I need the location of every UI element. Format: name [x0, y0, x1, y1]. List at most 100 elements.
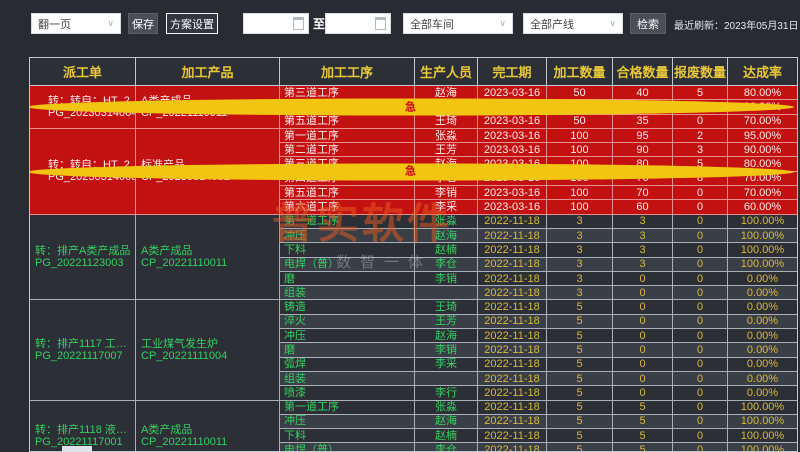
process-cell[interactable]: 第一道工序 — [280, 128, 415, 144]
scrap-cell[interactable]: 0 — [673, 228, 728, 244]
process-cell[interactable]: 弧焊 — [280, 357, 415, 372]
rate-cell[interactable]: 0.00% — [728, 371, 797, 387]
date-cell[interactable]: 2023-03-16 — [478, 114, 547, 129]
person-cell[interactable]: 李采 — [415, 357, 478, 372]
qty-cell[interactable]: 5 — [547, 300, 613, 315]
rate-cell[interactable]: 100.00% — [728, 401, 797, 415]
person-cell[interactable]: 李仓 — [415, 443, 478, 451]
save-button[interactable]: 保存 — [128, 13, 158, 34]
person-cell[interactable]: 张淼 — [415, 128, 478, 144]
qty-cell[interactable]: 5 — [547, 443, 613, 451]
date-cell[interactable]: 2022-11-18 — [478, 243, 547, 258]
date-cell[interactable]: 2022-11-18 — [478, 228, 547, 244]
work-order-cell[interactable]: 急转：转自：HT_2… PG_20230314003 — [30, 128, 794, 215]
scrap-cell[interactable]: 0 — [673, 286, 728, 301]
rate-cell[interactable]: 90.00% — [728, 143, 797, 158]
scrap-cell[interactable]: 5 — [673, 86, 728, 101]
date-cell[interactable]: 2022-11-18 — [478, 214, 547, 229]
date-cell[interactable]: 2023-03-16 — [478, 143, 547, 158]
date-cell[interactable]: 2022-11-18 — [478, 429, 547, 444]
qty-cell[interactable]: 100 — [547, 128, 613, 144]
date-cell[interactable]: 2022-11-18 — [478, 300, 547, 315]
rate-cell[interactable]: 100.00% — [728, 243, 797, 258]
scrap-cell[interactable]: 0 — [673, 186, 728, 201]
person-cell[interactable] — [415, 371, 478, 387]
process-cell[interactable]: 第六道工序 — [280, 200, 415, 215]
person-cell[interactable]: 王芳 — [415, 314, 478, 330]
person-cell[interactable]: 赵海 — [415, 414, 478, 430]
qty-cell[interactable]: 3 — [547, 243, 613, 258]
rate-cell[interactable]: 100.00% — [728, 443, 797, 451]
search-button[interactable]: 检索 — [630, 13, 666, 34]
rate-cell[interactable]: 100.00% — [728, 228, 797, 244]
rate-cell[interactable]: 0.00% — [728, 272, 797, 287]
process-cell[interactable]: 第五道工序 — [280, 114, 415, 129]
process-cell[interactable]: 冲压 — [280, 414, 415, 430]
scrap-cell[interactable]: 2 — [673, 128, 728, 144]
product-cell[interactable]: 工业煤气发生炉 CP_20221111004 — [136, 300, 280, 401]
scrap-cell[interactable]: 0 — [673, 200, 728, 215]
date-cell[interactable]: 2022-11-18 — [478, 371, 547, 387]
qty-cell[interactable]: 100 — [547, 200, 613, 215]
qualified-cell[interactable]: 0 — [613, 300, 673, 315]
scrap-cell[interactable]: 0 — [673, 114, 728, 129]
qualified-cell[interactable]: 5 — [613, 429, 673, 444]
page-mode-select[interactable]: 翻一页 ∨ — [31, 13, 121, 34]
process-cell[interactable]: 第一道工序 — [280, 214, 415, 229]
date-cell[interactable]: 2022-11-18 — [478, 443, 547, 451]
person-cell[interactable]: 赵海 — [415, 329, 478, 344]
qty-cell[interactable]: 50 — [547, 86, 613, 101]
process-cell[interactable]: 铸造 — [280, 300, 415, 315]
person-cell[interactable]: 王琦 — [415, 300, 478, 315]
rate-cell[interactable]: 0.00% — [728, 386, 797, 401]
person-cell[interactable]: 王琦 — [415, 114, 478, 129]
process-cell[interactable]: 磨 — [280, 271, 415, 287]
rate-cell[interactable]: 70.00% — [728, 186, 797, 201]
rate-cell[interactable]: 80.00% — [728, 86, 797, 101]
process-cell[interactable]: 冲压 — [280, 329, 415, 344]
qty-cell[interactable]: 100 — [547, 143, 613, 158]
rate-cell[interactable]: 100.00% — [728, 215, 797, 229]
qty-cell[interactable]: 3 — [547, 271, 613, 287]
qty-cell[interactable]: 5 — [547, 343, 613, 358]
qty-cell[interactable]: 5 — [547, 371, 613, 387]
qty-cell[interactable]: 5 — [547, 429, 613, 444]
scrap-cell[interactable]: 0 — [673, 300, 728, 315]
qty-cell[interactable]: 3 — [547, 214, 613, 229]
date-cell[interactable]: 2022-11-18 — [478, 343, 547, 358]
work-order-cell[interactable]: 急转：转自：HT_2… PG_20230314004 — [30, 86, 794, 129]
qualified-cell[interactable]: 40 — [613, 86, 673, 101]
person-cell[interactable]: 李采 — [415, 200, 478, 215]
qualified-cell[interactable]: 5 — [613, 443, 673, 451]
process-cell[interactable]: 第五道工序 — [280, 186, 415, 201]
process-cell[interactable]: 下料 — [280, 243, 415, 258]
qualified-cell[interactable]: 3 — [613, 228, 673, 244]
person-cell[interactable]: 李行 — [415, 386, 478, 401]
person-cell[interactable]: 李仓 — [415, 257, 478, 272]
date-to-input[interactable] — [325, 13, 391, 34]
scheme-settings-button[interactable]: 方案设置 — [166, 13, 218, 34]
person-cell[interactable]: 张淼 — [415, 400, 478, 415]
person-cell[interactable] — [415, 286, 478, 301]
qualified-cell[interactable]: 5 — [613, 414, 673, 430]
scrap-cell[interactable]: 0 — [673, 271, 728, 287]
date-cell[interactable]: 2022-11-18 — [478, 386, 547, 401]
scrap-cell[interactable]: 0 — [673, 243, 728, 258]
process-cell[interactable]: 第一道工序 — [280, 400, 415, 415]
qty-cell[interactable]: 5 — [547, 400, 613, 415]
rate-cell[interactable]: 0.00% — [728, 300, 797, 315]
work-order-cell[interactable]: 转：排产A类产成品 PG_20221123003 — [30, 214, 136, 301]
rate-cell[interactable]: 100.00% — [728, 414, 797, 430]
qualified-cell[interactable]: 5 — [613, 400, 673, 415]
scrap-cell[interactable]: 0 — [673, 357, 728, 372]
qualified-cell[interactable]: 0 — [613, 286, 673, 301]
qualified-cell[interactable]: 60 — [613, 200, 673, 215]
process-cell[interactable]: 淬火 — [280, 314, 415, 330]
rate-cell[interactable]: 95.00% — [728, 129, 797, 144]
qualified-cell[interactable]: 0 — [613, 371, 673, 387]
date-cell[interactable]: 2022-11-18 — [478, 414, 547, 430]
scrap-cell[interactable]: 0 — [673, 257, 728, 272]
process-cell[interactable]: 冲压 — [280, 228, 415, 244]
